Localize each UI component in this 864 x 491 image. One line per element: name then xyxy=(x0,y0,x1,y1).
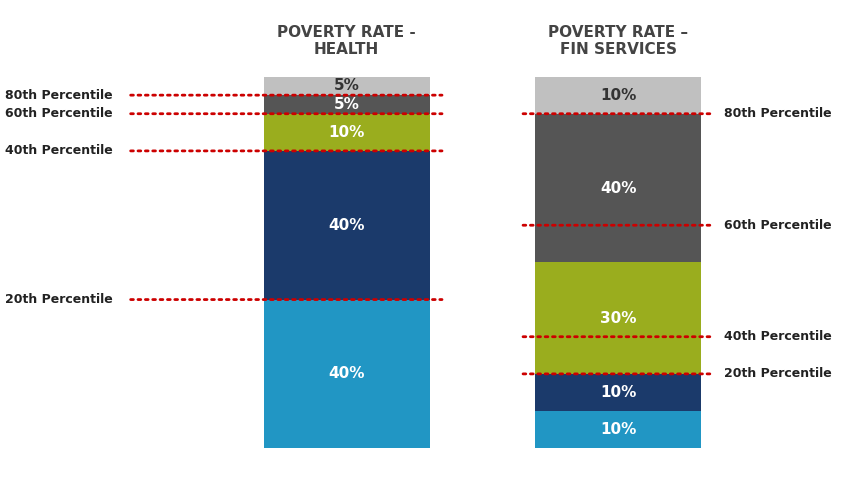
Bar xyxy=(264,300,429,448)
Text: POVERTY RATE -
HEALTH: POVERTY RATE - HEALTH xyxy=(277,25,416,57)
Bar xyxy=(536,262,702,374)
Text: 80th Percentile: 80th Percentile xyxy=(724,107,832,120)
Text: 10%: 10% xyxy=(328,125,365,140)
Text: 60th Percentile: 60th Percentile xyxy=(5,107,113,120)
Text: 40%: 40% xyxy=(328,218,365,233)
Text: 40th Percentile: 40th Percentile xyxy=(5,144,113,158)
Text: 20th Percentile: 20th Percentile xyxy=(724,367,832,381)
Text: 60th Percentile: 60th Percentile xyxy=(724,218,832,232)
Bar xyxy=(264,95,429,114)
Bar xyxy=(536,411,702,448)
Text: 10%: 10% xyxy=(600,88,637,103)
Bar xyxy=(264,77,429,95)
Bar xyxy=(264,114,429,151)
Text: 80th Percentile: 80th Percentile xyxy=(5,89,113,102)
Text: 40%: 40% xyxy=(600,181,637,195)
Bar xyxy=(536,374,702,411)
Text: POVERTY RATE –
FIN SERVICES: POVERTY RATE – FIN SERVICES xyxy=(549,25,689,57)
Bar xyxy=(536,114,702,262)
Text: 10%: 10% xyxy=(600,385,637,400)
Bar xyxy=(264,151,429,300)
Text: 20th Percentile: 20th Percentile xyxy=(5,293,113,306)
Text: 5%: 5% xyxy=(334,97,359,112)
Bar xyxy=(536,77,702,114)
Text: 40th Percentile: 40th Percentile xyxy=(724,330,832,343)
Text: 5%: 5% xyxy=(334,79,359,93)
Text: 10%: 10% xyxy=(600,422,637,437)
Text: 30%: 30% xyxy=(600,311,637,326)
Text: 40%: 40% xyxy=(328,366,365,382)
